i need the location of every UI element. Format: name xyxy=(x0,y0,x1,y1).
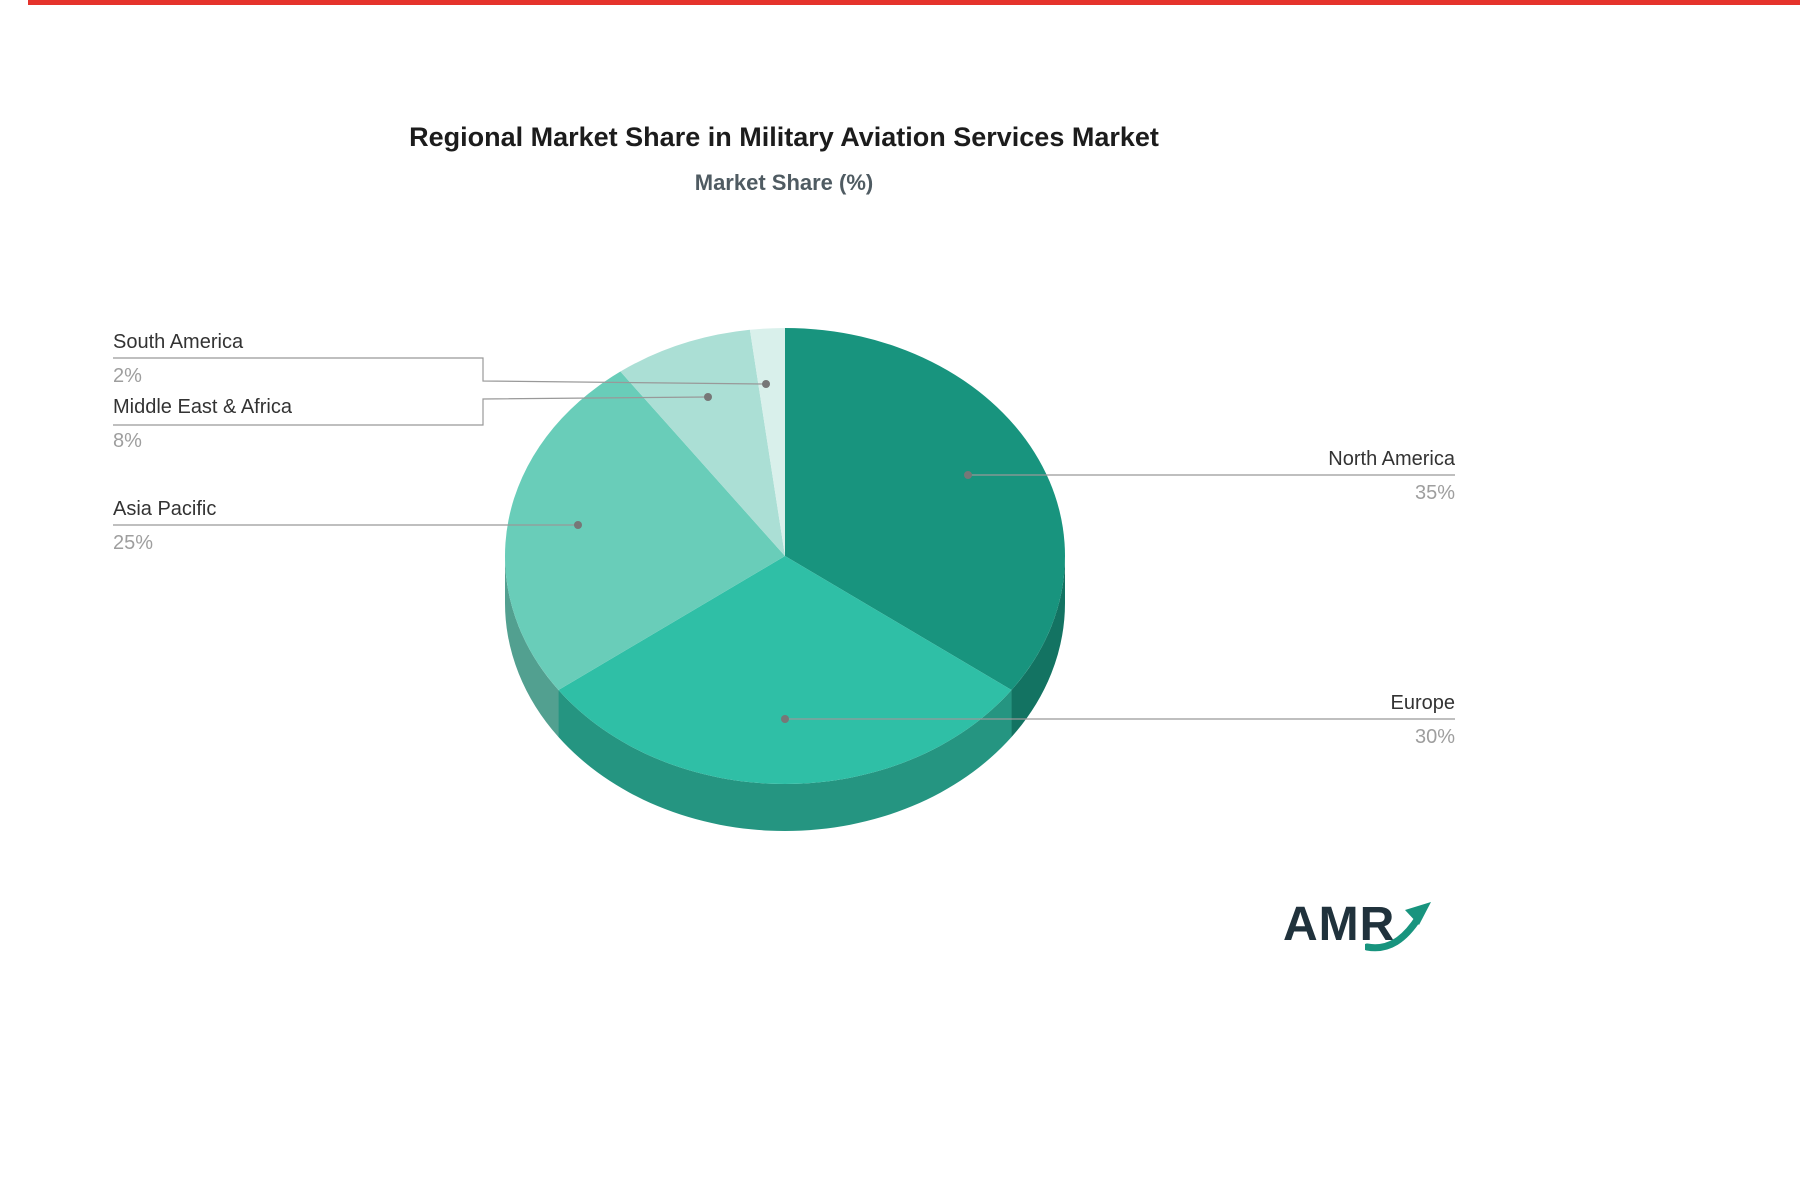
pie-slice-south-america[interactable] xyxy=(749,328,785,556)
callout-line-south-america xyxy=(113,357,767,385)
callout-value-north-america: 35% xyxy=(1414,482,1455,504)
callout-label-asia-pacific: Asia Pacific xyxy=(113,498,217,520)
callout-dot-north-america xyxy=(964,471,972,479)
pie-slice-europe[interactable] xyxy=(558,556,1012,784)
pie-slice-middle-east-africa[interactable] xyxy=(620,329,785,556)
chart-subtitle: Market Share (%) xyxy=(694,170,874,195)
callout-value-asia-pacific: 25% xyxy=(113,532,154,554)
callout-label-south-america: South America xyxy=(113,331,244,353)
callout-value-south-america: 2% xyxy=(113,365,142,387)
callout-line-middle-east-africa xyxy=(113,396,709,426)
callout-dot-asia-pacific xyxy=(574,521,582,529)
pie-slice-side-europe xyxy=(558,690,1012,831)
callout-south-america: South America 2% xyxy=(113,330,243,388)
callout-value-middle-east-africa: 8% xyxy=(113,430,142,452)
callout-europe: Europe 30% xyxy=(1391,691,1456,749)
pie-slice-asia-pacific[interactable] xyxy=(504,371,785,691)
pie-slice-side-north-america xyxy=(1011,556,1065,738)
callout-north-america: North America 35% xyxy=(1328,447,1455,505)
chart-title: Regional Market Share in Military Aviati… xyxy=(409,122,1159,152)
callout-value-europe: 30% xyxy=(1414,726,1455,748)
amr-logo: AMR xyxy=(1283,897,1453,967)
callout-label-middle-east-africa: Middle East & Africa xyxy=(113,396,292,418)
callout-dot-south-america xyxy=(762,380,770,388)
callout-dot-europe xyxy=(781,715,789,723)
callout-label-europe: Europe xyxy=(1390,692,1456,714)
callout-middle-east-africa: Middle East & Africa 8% xyxy=(113,395,292,453)
pie-slice-north-america[interactable] xyxy=(785,328,1065,691)
callout-asia-pacific: Asia Pacific 25% xyxy=(113,497,216,555)
callout-label-north-america: North America xyxy=(1328,448,1455,470)
pie-slice-side-asia-pacific xyxy=(505,556,559,738)
callout-dot-middle-east-africa xyxy=(704,393,712,401)
amr-logo-text: AMR xyxy=(1283,898,1396,951)
top-accent-bar xyxy=(28,0,1800,5)
